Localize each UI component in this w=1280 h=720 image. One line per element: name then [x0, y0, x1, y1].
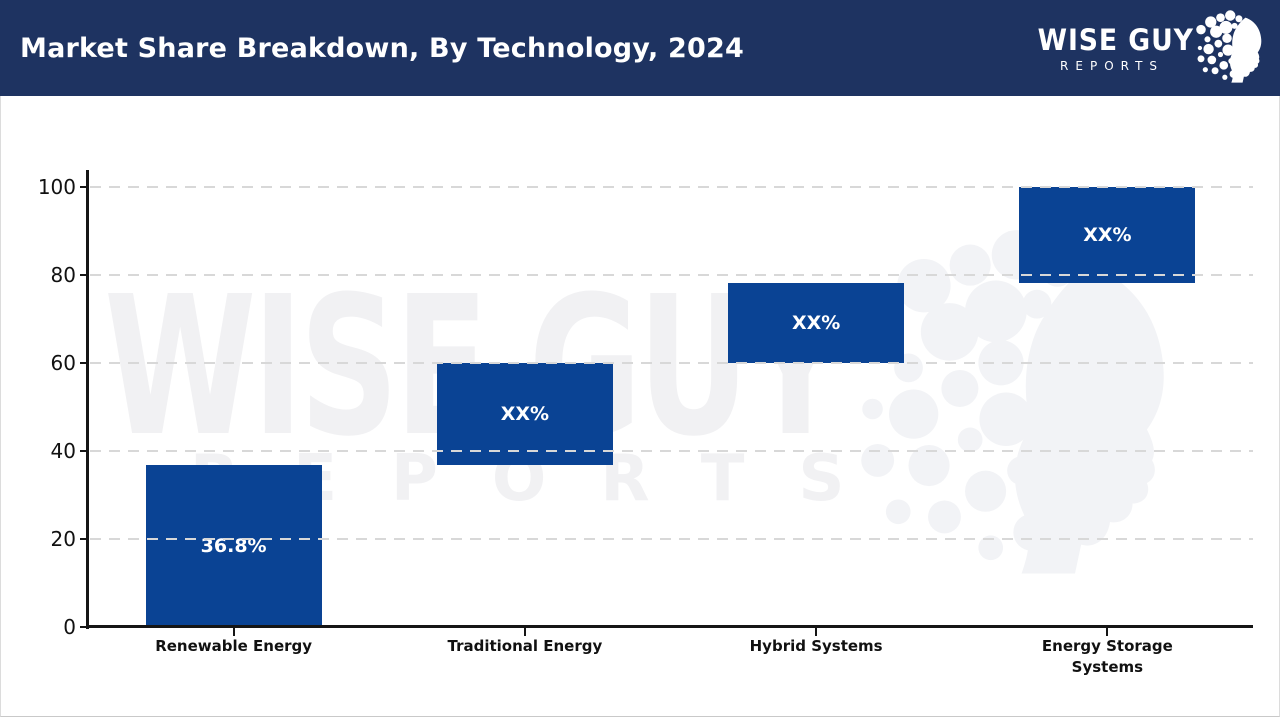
x-tick-3	[815, 628, 818, 636]
bar-value-label: XX%	[500, 403, 550, 426]
y-tick-80	[80, 274, 88, 276]
y-tick-label: 100	[37, 175, 76, 199]
gridline-y-40	[90, 450, 1253, 452]
y-tick-40	[80, 450, 88, 452]
brand-head-icon	[1196, 10, 1262, 83]
x-tick-4	[1106, 628, 1109, 636]
x-category-label: Renewable Energy	[155, 637, 313, 655]
page-title: Market Share Breakdown, By Technology, 2…	[20, 32, 745, 64]
gridline-y-20	[90, 538, 1253, 540]
y-tick-20	[80, 538, 88, 540]
y-tick-label: 20	[50, 527, 76, 551]
x-category-label: Hybrid Systems	[749, 637, 883, 655]
header-bar: Market Share Breakdown, By Technology, 2…	[0, 0, 1280, 96]
bar-value-label: 36.8%	[200, 535, 267, 558]
x-tick-1	[232, 628, 235, 636]
y-tick-label: 0	[63, 615, 76, 639]
bar-hybrid-systems: XX%	[728, 282, 905, 363]
x-category-label: Energy Storage Systems	[1041, 637, 1173, 676]
bar-energy-storage-systems: XX%	[1019, 187, 1196, 283]
bar-value-label: XX%	[791, 311, 841, 334]
y-axis-line	[86, 170, 89, 629]
brand-logo: WISE GUY REPORTS	[1024, 5, 1266, 91]
chart-area: WISE GUY REPORTS 0 20 40 60 80 100 36.8% Renewa…	[0, 96, 1280, 720]
brand-logo-text: WISE GUY REPORTS	[1024, 23, 1194, 73]
bar-renewable-energy: 36.8%	[145, 465, 322, 627]
brand-name: WISE GUY	[1037, 23, 1194, 57]
bar-traditional-energy: XX%	[436, 363, 613, 466]
x-axis-line	[86, 625, 1253, 628]
y-tick-60	[80, 362, 88, 364]
y-tick-0	[80, 626, 88, 628]
brand-subtitle: REPORTS	[1060, 59, 1165, 73]
y-tick-100	[80, 186, 88, 188]
y-tick-label: 80	[50, 263, 76, 287]
x-tick-2	[523, 628, 526, 636]
x-category-label: Traditional Energy	[447, 637, 603, 655]
y-tick-label: 60	[50, 351, 76, 375]
gridline-y-100	[90, 186, 1253, 188]
bar-value-label: XX%	[1083, 223, 1132, 246]
gridline-y-80	[90, 274, 1253, 276]
y-tick-label: 40	[50, 439, 76, 463]
gridline-y-60	[90, 362, 1253, 364]
